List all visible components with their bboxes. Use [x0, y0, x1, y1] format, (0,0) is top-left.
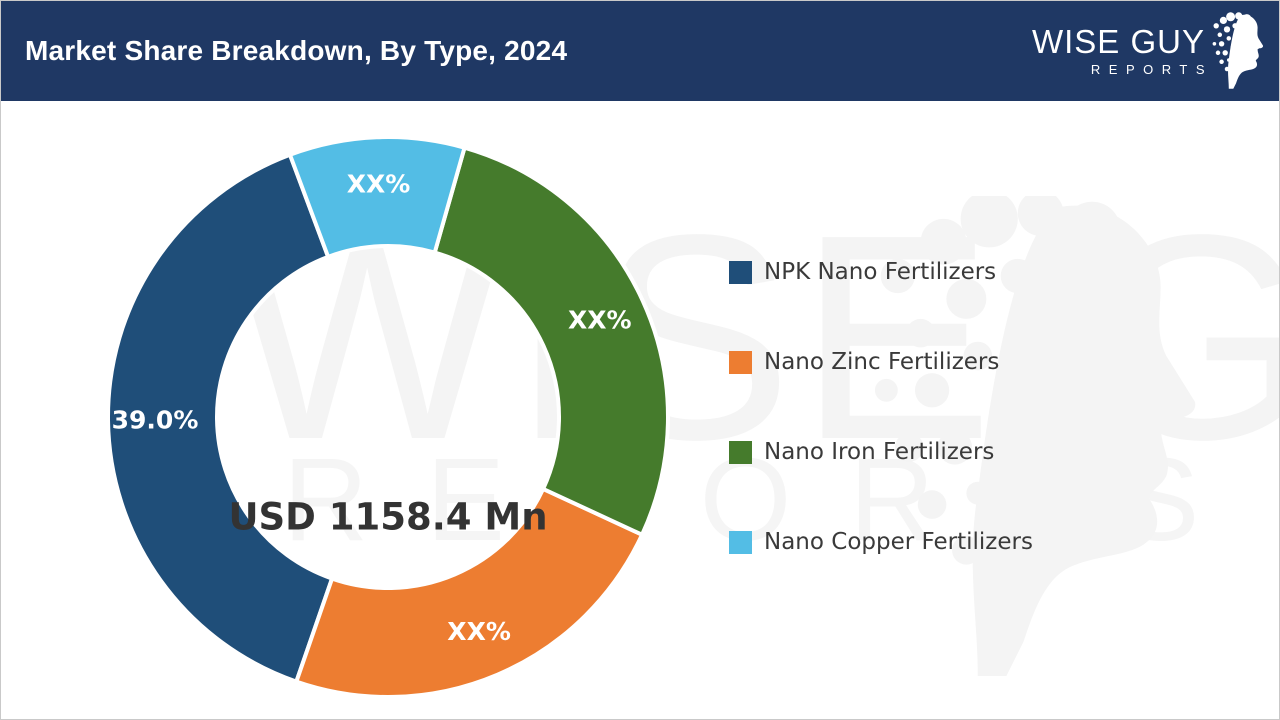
legend-label: Nano Zinc Fertilizers	[764, 349, 1000, 375]
donut-segment[interactable]	[106, 152, 335, 684]
segment-percent-label: XX%	[347, 170, 411, 199]
donut-segment[interactable]	[287, 135, 467, 259]
legend-item-nano-copper-fertilizers[interactable]: Nano Copper Fertilizers	[729, 529, 1033, 555]
legend-label: Nano Copper Fertilizers	[764, 529, 1033, 555]
legend-label: Nano Iron Fertilizers	[764, 439, 995, 465]
legend-swatch-zinc	[729, 350, 752, 374]
legend-item-nano-zinc-fertilizers[interactable]: Nano Zinc Fertilizers	[729, 349, 1033, 375]
logo-subtitle: REPORTS	[1090, 62, 1213, 77]
legend-swatch-iron	[729, 440, 752, 464]
page-title: Market Share Breakdown, By Type, 2024	[25, 35, 568, 66]
legend-label: NPK Nano Fertilizers	[764, 259, 997, 285]
legend-swatch-npk	[729, 260, 752, 284]
logo-face-icon	[1212, 12, 1263, 89]
legend-item-npk-nano-fertilizers[interactable]: NPK Nano Fertilizers	[729, 259, 1033, 285]
legend: NPK Nano Fertilizers Nano Zinc Fertilize…	[729, 259, 1033, 619]
legend-swatch-copper	[729, 530, 752, 554]
donut-chart[interactable]: 39.0% XX% XX% XX%	[1, 101, 1280, 720]
segment-percent-label: XX%	[447, 617, 511, 646]
donut-segment[interactable]	[432, 145, 670, 537]
logo-wordmark: WISE GUY	[1031, 23, 1205, 60]
donut-segment[interactable]	[294, 486, 645, 699]
header-bar: Market Share Breakdown, By Type, 2024 WI…	[1, 1, 1279, 101]
wise-guy-logo: WISE GUY REPORTS	[1032, 12, 1263, 90]
donut-center-value: USD 1158.4 Mn	[228, 495, 548, 539]
segment-percent-label: 39.0%	[112, 405, 199, 434]
segment-percent-label: XX%	[568, 305, 632, 334]
legend-item-nano-iron-fertilizers[interactable]: Nano Iron Fertilizers	[729, 439, 1033, 465]
